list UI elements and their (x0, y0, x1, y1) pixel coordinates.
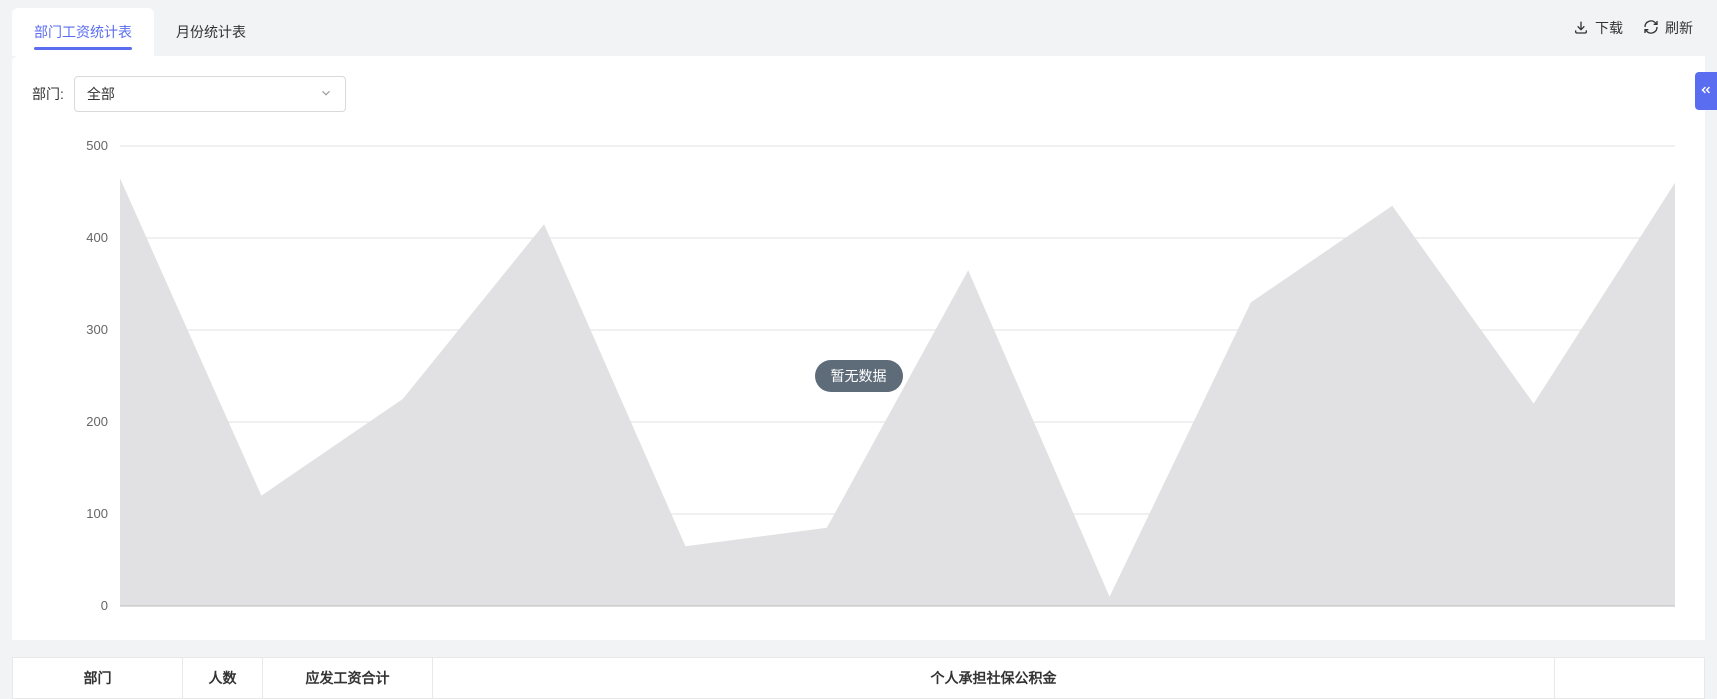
svg-text:100: 100 (86, 506, 108, 521)
svg-text:0: 0 (101, 598, 108, 613)
tab-label: 月份统计表 (176, 24, 246, 40)
col-header-count: 人数 (183, 658, 263, 699)
department-select[interactable]: 全部 (74, 76, 346, 112)
filter-label: 部门: (32, 84, 64, 104)
svg-text:500: 500 (86, 138, 108, 153)
refresh-icon (1643, 19, 1659, 38)
svg-text:300: 300 (86, 322, 108, 337)
side-collapse-button[interactable] (1695, 72, 1717, 110)
table-area: 部门 人数 应发工资合计 个人承担社保公积金 (12, 657, 1705, 699)
refresh-label: 刷新 (1665, 18, 1693, 38)
select-value: 全部 (87, 84, 115, 104)
chevron-double-left-icon (1699, 83, 1713, 100)
svg-text:200: 200 (86, 414, 108, 429)
chart-svg: 0 100 200 300 400 500 (32, 126, 1685, 626)
tab-department-salary[interactable]: 部门工资统计表 (12, 8, 154, 56)
chevron-down-icon (319, 86, 333, 103)
tab-month-summary[interactable]: 月份统计表 (154, 8, 268, 56)
topbar: 部门工资统计表 月份统计表 下载 (0, 0, 1717, 56)
col-header-personal-group: 个人承担社保公积金 (433, 658, 1555, 699)
toolbar-right: 下载 刷新 (1573, 18, 1693, 38)
chart: 0100200300400500 暂无数据 (32, 126, 1685, 626)
filter-row: 部门: 全部 (32, 76, 1685, 112)
refresh-button[interactable]: 刷新 (1643, 18, 1693, 38)
salary-table: 部门 人数 应发工资合计 个人承担社保公积金 (12, 657, 1705, 699)
svg-text:400: 400 (86, 230, 108, 245)
col-header-empty (1555, 658, 1705, 699)
tabs: 部门工资统计表 月份统计表 (12, 0, 268, 56)
col-header-dept: 部门 (13, 658, 183, 699)
tab-label: 部门工资统计表 (34, 24, 132, 40)
download-icon (1573, 19, 1589, 38)
download-label: 下载 (1595, 18, 1623, 38)
download-button[interactable]: 下载 (1573, 18, 1623, 38)
col-header-gross: 应发工资合计 (263, 658, 433, 699)
content-panel: 部门: 全部 0100200300400500 暂无数据 (12, 56, 1705, 640)
